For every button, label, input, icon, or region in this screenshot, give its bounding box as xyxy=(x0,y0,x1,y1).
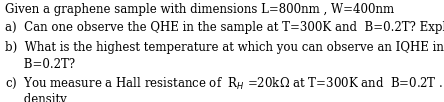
Text: c)  You measure a Hall resistance of  R$_{H}$ =20kΩ at T=300K and  B=0.2T . Calc: c) You measure a Hall resistance of R$_{… xyxy=(5,75,444,91)
Text: B=0.2T?: B=0.2T? xyxy=(5,58,75,71)
Text: a)  Can one observe the QHE in the sample at T=300K and  B=0.2T? Explain your re: a) Can one observe the QHE in the sample… xyxy=(5,21,444,34)
Text: b)  What is the highest temperature at which you can observe an IQHE in this sam: b) What is the highest temperature at wh… xyxy=(5,41,444,54)
Text: Given a graphene sample with dimensions L=800nm , W=400nm: Given a graphene sample with dimensions … xyxy=(5,3,394,16)
Text: density: density xyxy=(5,93,67,102)
